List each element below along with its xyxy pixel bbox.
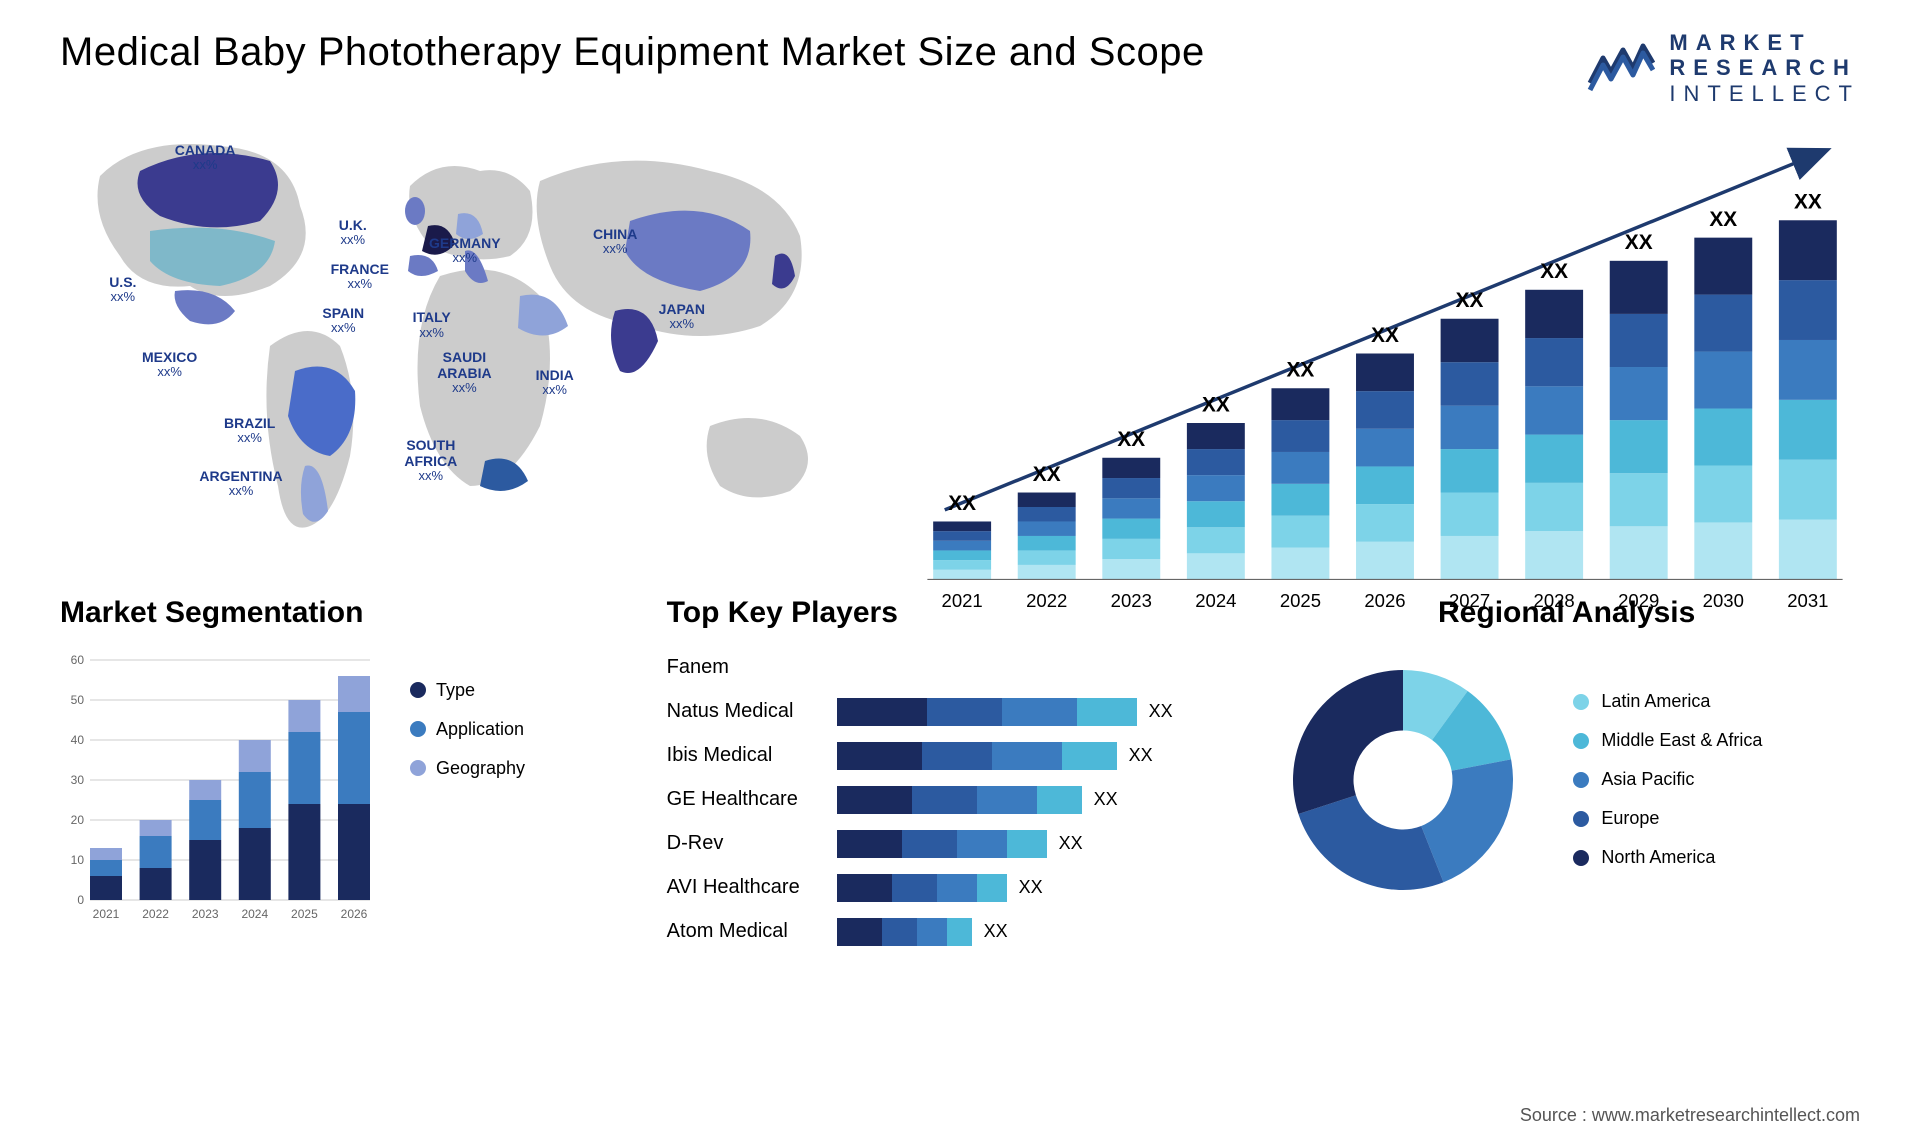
regional-panel: Regional Analysis Latin AmericaMiddle Ea… bbox=[1273, 596, 1860, 950]
segmentation-legend-item: Type bbox=[410, 680, 525, 701]
world-map-svg bbox=[60, 116, 880, 556]
svg-text:2026: 2026 bbox=[1364, 590, 1405, 611]
svg-text:XX: XX bbox=[1540, 260, 1568, 283]
growth-chart-svg: XX 2021 XX 2022 XX 2023 XX 2024 XX 2025 XX 2026 XX 20… bbox=[910, 116, 1860, 626]
key-player-row: AVI HealthcareXX bbox=[667, 870, 1254, 906]
svg-text:2023: 2023 bbox=[192, 907, 219, 921]
regional-legend-item: North America bbox=[1573, 847, 1762, 868]
svg-text:30: 30 bbox=[71, 773, 85, 787]
key-player-row: Atom MedicalXX bbox=[667, 914, 1254, 950]
segmentation-legend: Type Application Geography bbox=[410, 650, 525, 930]
svg-text:50: 50 bbox=[71, 693, 85, 707]
page-title: Medical Baby Phototherapy Equipment Mark… bbox=[60, 30, 1205, 75]
regional-legend-item: Asia Pacific bbox=[1573, 769, 1762, 790]
source-text: Source : www.marketresearchintellect.com bbox=[1520, 1105, 1860, 1126]
svg-text:XX: XX bbox=[1371, 324, 1399, 347]
svg-text:2030: 2030 bbox=[1703, 590, 1744, 611]
svg-text:2024: 2024 bbox=[1195, 590, 1236, 611]
regional-legend-item: Europe bbox=[1573, 808, 1762, 829]
key-players-panel: Top Key Players FanemNatus MedicalXXIbis… bbox=[667, 596, 1254, 950]
top-row: CANADAxx%U.S.xx%MEXICOxx%BRAZILxx%ARGENT… bbox=[0, 116, 1920, 556]
svg-text:XX: XX bbox=[1202, 393, 1230, 416]
segmentation-legend-item: Geography bbox=[410, 758, 525, 779]
svg-text:2028: 2028 bbox=[1534, 590, 1575, 611]
svg-text:2025: 2025 bbox=[1280, 590, 1321, 611]
header: Medical Baby Phototherapy Equipment Mark… bbox=[0, 0, 1920, 116]
key-player-row: D-RevXX bbox=[667, 826, 1254, 862]
svg-text:2027: 2027 bbox=[1449, 590, 1490, 611]
svg-text:XX: XX bbox=[1117, 428, 1145, 451]
svg-text:2031: 2031 bbox=[1787, 590, 1828, 611]
key-player-row: Fanem bbox=[667, 650, 1254, 686]
svg-text:60: 60 bbox=[71, 653, 85, 667]
logo-icon bbox=[1585, 38, 1655, 98]
regional-donut bbox=[1273, 650, 1533, 910]
growth-chart: XX2021XX2022XX2023XX2024XX2025XX2026XX20… bbox=[910, 116, 1860, 556]
segmentation-legend-item: Application bbox=[410, 719, 525, 740]
svg-text:XX: XX bbox=[1625, 231, 1653, 254]
key-players-list: Fanem Natus MedicalXX Ibis MedicalXX GE Hea… bbox=[667, 650, 1254, 950]
logo: MARKET RESEARCH INTELLECT bbox=[1585, 30, 1860, 106]
svg-text:20: 20 bbox=[71, 813, 85, 827]
svg-text:XX: XX bbox=[1287, 359, 1315, 382]
segmentation-panel: Market Segmentation 0 10 20 30 40 50 60 2021 202… bbox=[60, 596, 647, 950]
logo-text: MARKET RESEARCH INTELLECT bbox=[1669, 30, 1860, 106]
svg-text:XX: XX bbox=[948, 492, 976, 515]
svg-text:2022: 2022 bbox=[1026, 590, 1067, 611]
svg-text:XX: XX bbox=[1794, 191, 1822, 214]
svg-text:2023: 2023 bbox=[1111, 590, 1152, 611]
regional-legend: Latin America Middle East & Africa Asia Pa… bbox=[1573, 691, 1762, 868]
svg-text:40: 40 bbox=[71, 733, 85, 747]
key-player-row: GE HealthcareXX bbox=[667, 782, 1254, 818]
world-map: CANADAxx%U.S.xx%MEXICOxx%BRAZILxx%ARGENT… bbox=[60, 116, 880, 556]
svg-text:XX: XX bbox=[1456, 289, 1484, 312]
svg-text:2021: 2021 bbox=[93, 907, 120, 921]
svg-text:2025: 2025 bbox=[291, 907, 318, 921]
segmentation-chart: 0 10 20 30 40 50 60 2021 2022 2023 2024 2025 2026 bbox=[60, 650, 380, 930]
svg-text:2021: 2021 bbox=[942, 590, 983, 611]
regional-legend-item: Middle East & Africa bbox=[1573, 730, 1762, 751]
segmentation-title: Market Segmentation bbox=[60, 596, 647, 630]
regional-legend-item: Latin America bbox=[1573, 691, 1762, 712]
key-player-row: Ibis MedicalXX bbox=[667, 738, 1254, 774]
svg-text:2026: 2026 bbox=[341, 907, 368, 921]
svg-text:2024: 2024 bbox=[241, 907, 268, 921]
svg-text:10: 10 bbox=[71, 853, 85, 867]
key-player-row: Natus MedicalXX bbox=[667, 694, 1254, 730]
svg-text:2029: 2029 bbox=[1618, 590, 1659, 611]
svg-text:XX: XX bbox=[1709, 208, 1737, 231]
svg-text:2022: 2022 bbox=[142, 907, 169, 921]
svg-text:XX: XX bbox=[1033, 463, 1061, 486]
svg-text:0: 0 bbox=[77, 893, 84, 907]
